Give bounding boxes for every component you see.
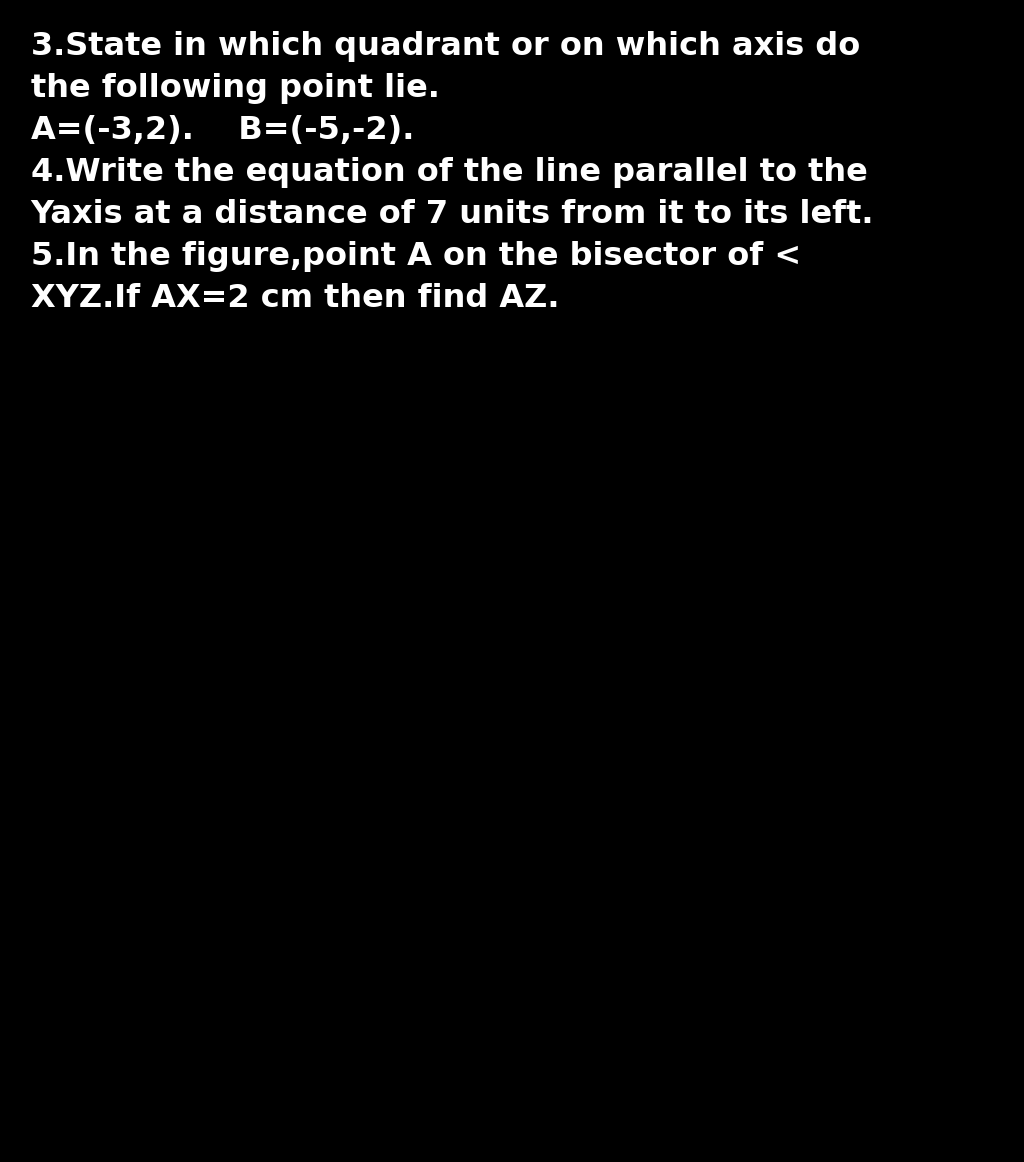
Text: A=(-3,2).    B=(-5,-2).: A=(-3,2). B=(-5,-2). — [31, 115, 414, 146]
Text: 5.In the figure,point A on the bisector of <: 5.In the figure,point A on the bisector … — [31, 242, 801, 272]
Text: 3.State in which quadrant or on which axis do: 3.State in which quadrant or on which ax… — [31, 30, 860, 62]
Text: the following point lie.: the following point lie. — [31, 73, 439, 103]
Text: X: X — [230, 817, 254, 846]
Text: XYZ.If AX=2 cm then find AZ.: XYZ.If AX=2 cm then find AZ. — [31, 284, 559, 315]
Text: A: A — [554, 810, 578, 839]
Text: Z: Z — [520, 1088, 543, 1116]
Text: Y: Y — [89, 1055, 112, 1083]
Text: 4.Write the equation of the line parallel to the: 4.Write the equation of the line paralle… — [31, 157, 867, 188]
Text: Yaxis at a distance of 7 units from it to its left.: Yaxis at a distance of 7 units from it t… — [31, 199, 874, 230]
